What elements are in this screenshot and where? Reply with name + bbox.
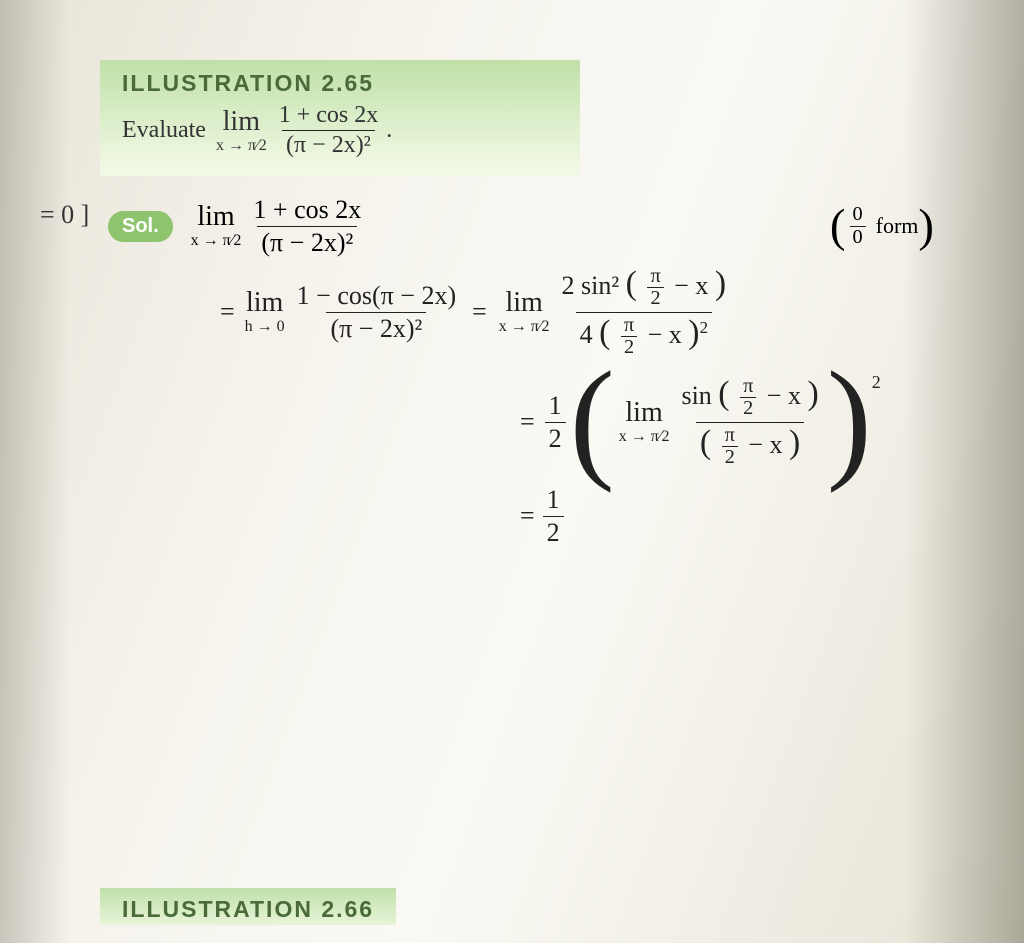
lim-sub-step1: x → π⁄2 <box>191 233 242 249</box>
coeff-frac-step3: 1 2 <box>545 392 566 452</box>
num-pre-2b: 2 sin² <box>562 271 620 300</box>
illustration-title: ILLUSTRATION 2.65 <box>122 70 558 97</box>
form-den: 0 <box>850 226 866 248</box>
inner-frac-den-2b: π 2 <box>621 315 637 359</box>
form-fraction: 0 0 <box>850 204 866 248</box>
n4: π <box>722 425 738 446</box>
form-num: 0 <box>850 204 866 225</box>
illustration-footer: ILLUSTRATION 2.66 <box>100 888 396 925</box>
limit-sub: x → π⁄2 <box>216 138 267 154</box>
frac-num: 1 + cos 2x <box>275 103 383 130</box>
den-pre-2b: 4 <box>580 319 593 348</box>
equals-3: = <box>520 407 535 437</box>
solution-label: Sol. <box>108 211 173 242</box>
d2: 2 <box>621 336 637 358</box>
solution-step-4: = 1 2 <box>520 486 974 546</box>
result-den: 2 <box>543 516 564 546</box>
footer-title: ILLUSTRATION 2.66 <box>122 896 374 923</box>
lim-step2b: lim x → π⁄2 <box>499 289 550 335</box>
form-word: form <box>876 213 919 239</box>
lim-sub-step2a: h → 0 <box>245 319 285 335</box>
lim-step1: lim x → π⁄2 <box>191 203 242 249</box>
margin-annotation: = 0 ] <box>40 200 89 230</box>
big-paren-open: ( <box>570 366 615 474</box>
lim-sub-step2b: x → π⁄2 <box>499 319 550 335</box>
tail4: − x <box>748 429 782 458</box>
evaluate-line: Evaluate lim x → π⁄2 1 + cos 2x (π − 2x)… <box>122 103 558 158</box>
d3: 2 <box>740 397 756 419</box>
frac-step1: 1 + cos 2x (π − 2x)² <box>249 196 365 256</box>
equals-2: = <box>220 297 235 327</box>
frac-num-step3: sin ( π 2 − x ) <box>677 376 822 422</box>
coeff-num: 1 <box>545 392 566 421</box>
frac-den-step1: (π − 2x)² <box>257 226 357 256</box>
result-frac: 1 2 <box>543 486 564 546</box>
inner-frac-num-2b: π 2 <box>647 266 663 310</box>
evaluate-word: Evaluate <box>122 117 206 144</box>
limit-operator: lim x → π⁄2 <box>216 108 267 154</box>
solution-step-1: Sol. lim x → π⁄2 1 + cos 2x (π − 2x)² ( … <box>100 196 974 256</box>
coeff-den: 2 <box>545 422 566 452</box>
frac-num-step1: 1 + cos 2x <box>249 196 365 225</box>
inner-frac-num-3: π 2 <box>740 376 756 420</box>
outer-sup-3: 2 <box>872 372 881 393</box>
frac-den-step3: ( π 2 − x ) <box>696 422 804 469</box>
solution-step-3: = 1 2 ( lim x → π⁄2 sin ( π 2 − x <box>520 368 974 476</box>
result-num: 1 <box>543 486 564 515</box>
page-left-shadow <box>0 0 70 943</box>
d1: 2 <box>647 287 663 309</box>
frac-step2a: 1 − cos(π − 2x) (π − 2x)² <box>293 282 460 342</box>
trailing-punct: . <box>386 117 392 144</box>
indeterminate-form: ( 0 0 form ) <box>830 203 934 250</box>
frac-num-step2a: 1 − cos(π − 2x) <box>293 282 460 311</box>
n3: π <box>740 376 756 397</box>
illustration-header: ILLUSTRATION 2.65 Evaluate lim x → π⁄2 1… <box>100 60 580 176</box>
inner-frac-den-3: π 2 <box>722 425 738 469</box>
page-content: = 0 ] ILLUSTRATION 2.65 Evaluate lim x →… <box>100 60 974 556</box>
n2: π <box>621 315 637 336</box>
limit-fraction: 1 + cos 2x (π − 2x)² <box>275 103 383 158</box>
den-sup-2b: 2 <box>700 318 708 337</box>
equals-4: = <box>520 501 535 531</box>
lim-step3: lim x → π⁄2 <box>619 399 670 445</box>
tail1: − x <box>674 271 708 300</box>
frac-den-step2a: (π − 2x)² <box>326 312 426 342</box>
lim-step2a: lim h → 0 <box>245 289 285 335</box>
tail3: − x <box>767 381 801 410</box>
frac-den: (π − 2x)² <box>282 130 375 158</box>
lim-sub-step3: x → π⁄2 <box>619 429 670 445</box>
big-paren-close: ) <box>827 366 872 474</box>
tail2: − x <box>648 319 682 348</box>
frac-step3: sin ( π 2 − x ) ( π 2 − x ) <box>677 376 822 468</box>
n1: π <box>647 266 663 287</box>
d4: 2 <box>722 446 738 468</box>
sin-fn: sin <box>681 381 711 410</box>
frac-num-step2b: 2 sin² ( π 2 − x ) <box>558 266 731 312</box>
